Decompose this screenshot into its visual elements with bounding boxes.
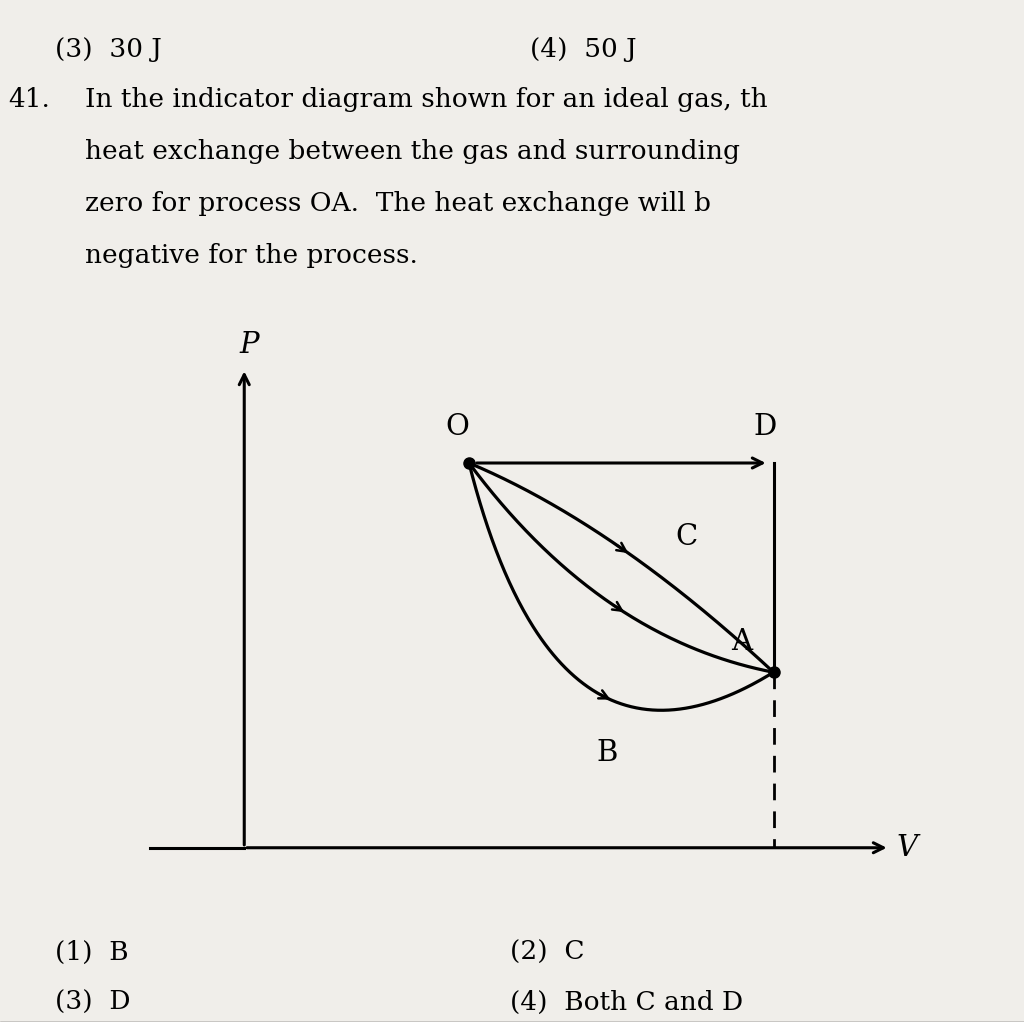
Text: 41.: 41. [8,87,50,112]
Text: C: C [676,523,697,551]
Text: V: V [897,834,918,862]
Text: (1)  B: (1) B [55,940,129,965]
Text: (2)  C: (2) C [510,940,585,965]
Text: O: O [445,413,469,442]
Text: In the indicator diagram shown for an ideal gas, th: In the indicator diagram shown for an id… [85,87,768,112]
Text: negative for the process.: negative for the process. [85,243,418,268]
Text: zero for process OA.  The heat exchange will b: zero for process OA. The heat exchange w… [85,191,711,216]
Text: heat exchange between the gas and surrounding: heat exchange between the gas and surrou… [85,139,740,164]
Text: (3)  30 J: (3) 30 J [55,37,162,62]
Text: (4)  Both C and D: (4) Both C and D [510,990,743,1015]
Text: A: A [731,629,752,656]
Text: (3)  D: (3) D [55,990,130,1015]
Text: P: P [240,330,259,359]
Text: (4)  50 J: (4) 50 J [530,37,637,62]
Text: D: D [754,413,777,442]
Text: B: B [596,739,617,768]
